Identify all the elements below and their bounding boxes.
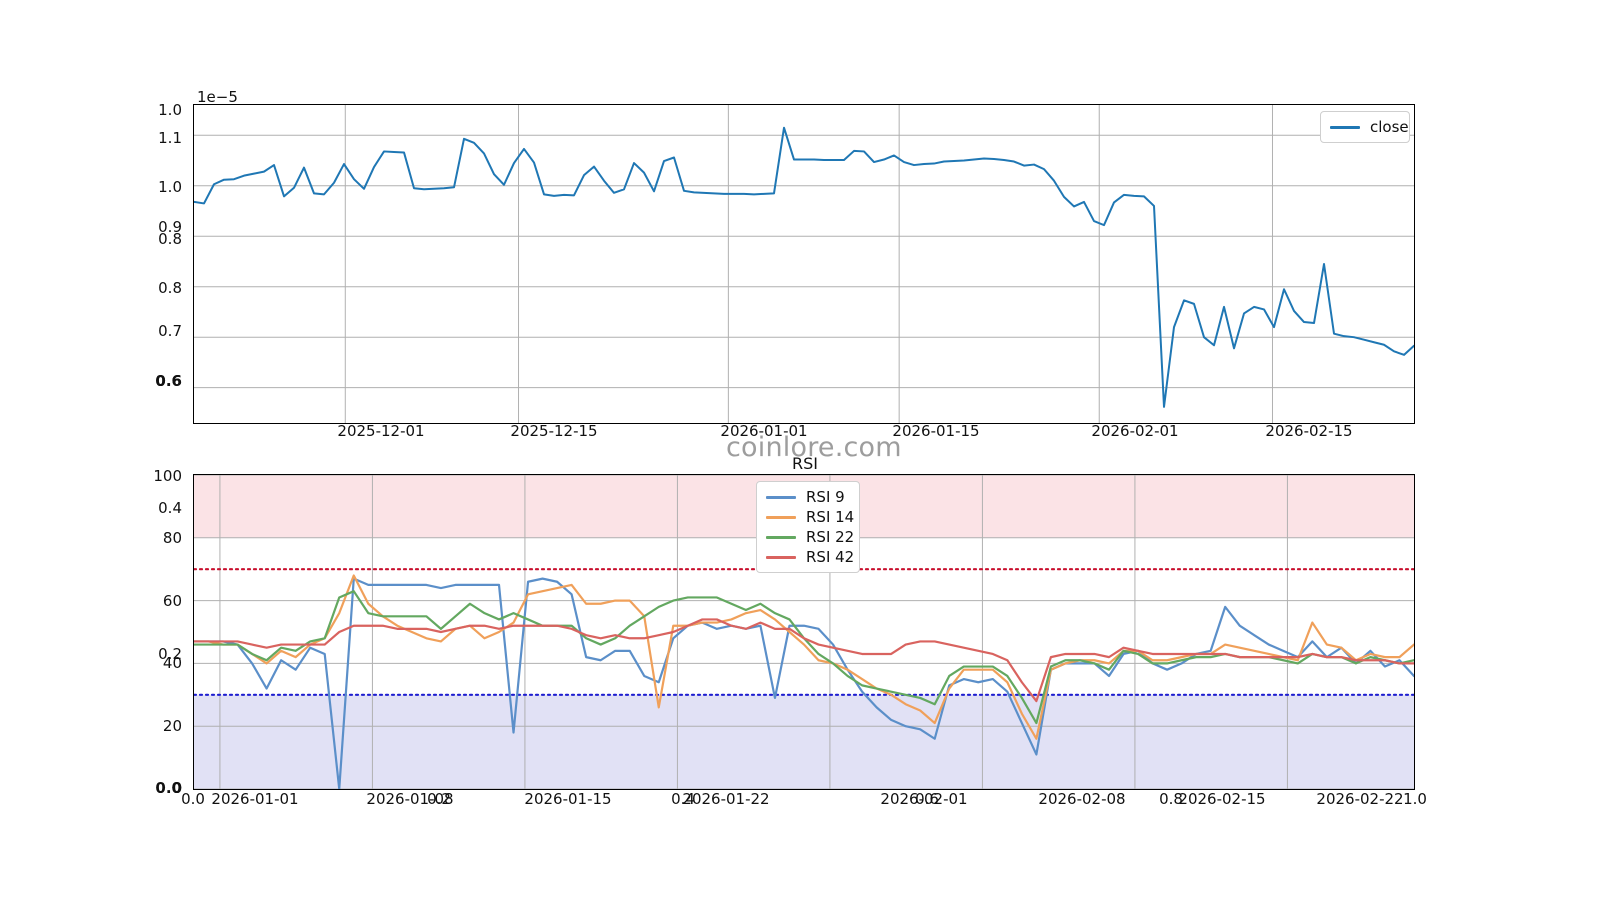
rsi-x-tick-5: 2026-02-01 [880, 790, 968, 808]
legend-label-rsi-22: RSI 22 [806, 528, 855, 546]
rsi-y-tick-0: 0 [171, 779, 182, 797]
price-plot-area [194, 105, 1414, 423]
rsi14-line-swatch [766, 515, 796, 519]
price-y-offset-text: 1e−5 [197, 88, 238, 106]
price-y-overlay-tick-1: 1.0 [158, 101, 182, 119]
rsi-chart-title: RSI [792, 454, 818, 473]
price-y-tick-1: 1.1 [158, 129, 182, 147]
close-price-line [194, 126, 1414, 408]
price-y-tick-6: 0.6 [155, 372, 182, 390]
rsi-y-tick-80: 80 [162, 529, 182, 547]
legend-item-rsi-42[interactable]: RSI 42 [766, 547, 854, 567]
legend-item-close[interactable]: close [1330, 117, 1409, 137]
rsi-x-overlay-tick-3: 0.4 [671, 790, 695, 808]
legend-label-close: close [1370, 118, 1409, 136]
legend-label-rsi-9: RSI 9 [806, 488, 845, 506]
price-y-tick-2: 1.0 [158, 178, 182, 196]
price-y-tick-4: 0.8 [158, 279, 182, 297]
price-chart-legend[interactable]: close [1320, 111, 1410, 143]
legend-item-rsi-22[interactable]: RSI 22 [766, 527, 854, 547]
close-line-swatch [1330, 125, 1360, 129]
rsi-y-tick-40: 40 [162, 654, 182, 672]
rsi-y-tick-20: 20 [162, 717, 182, 735]
rsi-x-overlay-tick-6: 1.0 [1403, 790, 1427, 808]
rsi-y-overlay-tick-3: 0.0 [155, 779, 182, 797]
rsi-y-tick-60: 60 [162, 592, 182, 610]
rsi-x-overlay-tick-1: 0.0 [181, 790, 205, 808]
price-y-overlay-tick-2: 0.8 [158, 230, 182, 248]
legend-item-rsi-14[interactable]: RSI 14 [766, 507, 854, 527]
price-y-tick-3: 0.9 [158, 218, 182, 236]
price-x-tick-1: 2025-12-01 [337, 422, 425, 440]
price-y-overlay-tick-3: 0.6 [155, 372, 182, 390]
rsi-x-overlay-tick-4: 0.6 [915, 790, 939, 808]
price-chart-panel [193, 104, 1415, 424]
rsi-x-tick-2: 2026-01-08 [366, 790, 454, 808]
rsi22-line-swatch [766, 535, 796, 539]
price-x-tick-5: 2026-02-01 [1091, 422, 1179, 440]
rsi-band-oversold [194, 694, 1414, 789]
rsi-x-overlay-tick-5: 0.8 [1159, 790, 1183, 808]
rsi-y-overlay-tick-1: 0.4 [158, 499, 182, 517]
site-watermark: coinlore.com [726, 432, 902, 463]
rsi-x-tick-1: 2026-01-01 [211, 790, 299, 808]
rsi-x-tick-7: 2026-02-15 [1178, 790, 1266, 808]
rsi-x-tick-4: 2026-01-22 [682, 790, 770, 808]
rsi9-line-swatch [766, 495, 796, 499]
rsi-y-overlay-tick-2: 0.2 [158, 645, 182, 663]
rsi-x-overlay-tick-2: 0.2 [427, 790, 451, 808]
price-x-tick-2: 2025-12-15 [510, 422, 598, 440]
rsi-9-line [194, 577, 1414, 789]
rsi-chart-legend[interactable]: RSI 9 RSI 14 RSI 22 RSI 42 [756, 481, 860, 573]
price-y-tick-5: 0.7 [158, 322, 182, 340]
legend-label-rsi-42: RSI 42 [806, 548, 855, 566]
rsi42-line-swatch [766, 555, 796, 559]
rsi-x-tick-8: 2026-02-22 [1316, 790, 1404, 808]
price-x-tick-6: 2026-02-15 [1265, 422, 1353, 440]
rsi-x-tick-6: 2026-02-08 [1038, 790, 1126, 808]
legend-label-rsi-14: RSI 14 [806, 508, 855, 526]
price-x-tick-4: 2026-01-15 [892, 422, 980, 440]
rsi-42-line [194, 618, 1414, 703]
price-x-tick-3: 2026-01-01 [720, 422, 808, 440]
rsi-y-tick-100: 100 [153, 467, 182, 485]
legend-item-rsi-9[interactable]: RSI 9 [766, 487, 850, 507]
rsi-x-tick-3: 2026-01-15 [524, 790, 612, 808]
